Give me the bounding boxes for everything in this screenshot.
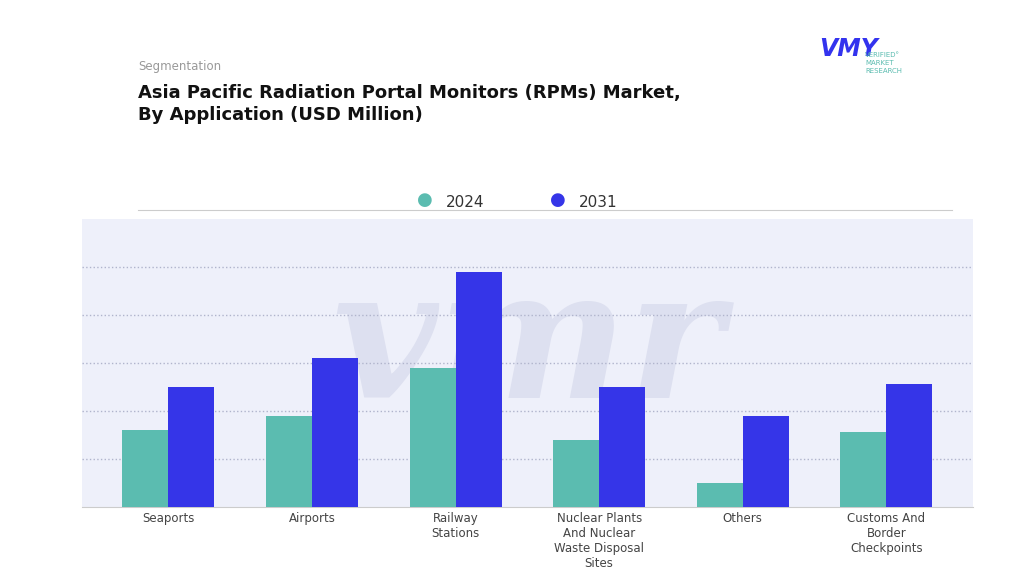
Bar [456, 272, 502, 507]
Bar [841, 433, 887, 507]
Text: VMY: VMY [819, 37, 878, 62]
Bar [742, 416, 788, 507]
Bar [266, 416, 312, 507]
Bar [696, 483, 742, 507]
Bar [312, 358, 358, 507]
Text: 2031: 2031 [579, 195, 617, 210]
Bar [123, 430, 168, 507]
Bar [410, 367, 456, 507]
Bar [887, 385, 932, 507]
Bar [599, 387, 645, 507]
Text: Segmentation: Segmentation [138, 60, 221, 74]
Text: Asia Pacific Radiation Portal Monitors (RPMs) Market,
By Application (USD Millio: Asia Pacific Radiation Portal Monitors (… [138, 84, 681, 124]
Bar [553, 439, 599, 507]
Bar [168, 387, 214, 507]
Text: ●: ● [550, 191, 566, 209]
Text: VERIFIED°
MARKET
RESEARCH: VERIFIED° MARKET RESEARCH [865, 52, 902, 74]
Text: ●: ● [417, 191, 433, 209]
Text: vmr: vmr [332, 260, 723, 437]
Text: 2024: 2024 [445, 195, 484, 210]
